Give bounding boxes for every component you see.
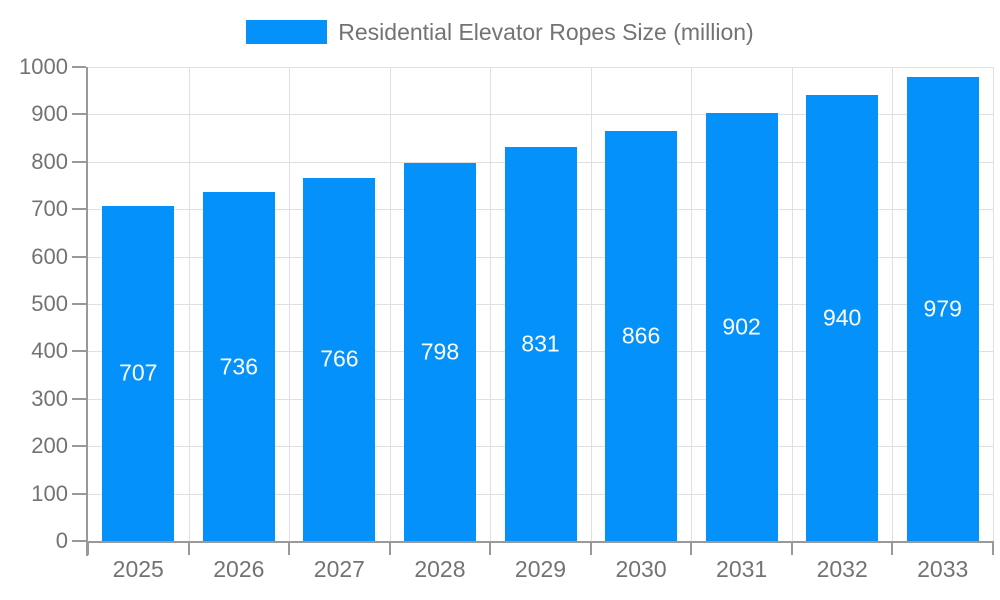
x-tick-8 [891,541,894,555]
x-tick-7 [790,541,793,555]
legend-color-swatch [246,20,328,44]
x-tick-1 [187,541,190,555]
y-axis-label-800: 800 [31,148,68,174]
y-axis-label-200: 200 [31,433,68,459]
v-gridline-6 [691,67,693,541]
x-axis-label-2031: 2031 [716,556,768,582]
x-axis-label-2032: 2032 [816,556,868,582]
y-tick-0 [72,540,86,542]
bar-2025: 707 [102,205,175,541]
y-tick-800 [72,160,86,163]
y-tick-900 [72,113,86,116]
legend-label: Residential Elevator Ropes Size (million… [338,19,754,45]
y-tick-700 [72,208,86,211]
bar-value-label-2026: 736 [219,353,259,380]
v-gridline-3 [389,67,391,541]
x-tick-4 [489,541,492,555]
bar-2032: 940 [806,95,879,541]
v-gridline-8 [892,67,894,541]
bar-2030: 866 [605,130,678,541]
x-axis-label-2029: 2029 [514,556,567,582]
v-gridline-4 [490,67,492,541]
x-tick-6 [690,541,693,555]
legend-item[interactable]: Residential Elevator Ropes Size (million… [0,18,1000,46]
y-axis-label-700: 700 [31,196,68,222]
v-gridline-7 [791,67,793,541]
v-gridline-2 [289,67,291,541]
x-axis-label-2033: 2033 [917,556,969,582]
bar-value-label-2033: 979 [923,295,962,322]
x-axis-label-2028: 2028 [414,556,466,582]
x-axis-label-2025: 2025 [112,556,164,582]
bar-2031: 902 [705,113,778,541]
bar-value-label-2032: 940 [822,304,862,331]
y-tick-500 [72,303,86,305]
x-tick-5 [589,541,592,555]
v-gridline-5 [590,67,592,541]
bar-2028: 798 [403,162,476,541]
v-gridline-9 [993,67,994,541]
x-tick-0 [87,541,89,555]
y-tick-300 [72,397,86,400]
y-tick-400 [72,350,86,353]
y-tick-1000 [72,66,86,68]
y-axis-line [86,67,88,556]
h-gridline-1000 [88,67,993,68]
bar-value-label-2031: 902 [722,313,761,340]
h-gridline-900 [88,114,993,116]
bar-2029: 831 [504,147,577,541]
bar-2027: 766 [303,177,376,541]
y-axis-label-900: 900 [31,101,68,127]
bar-value-label-2027: 766 [320,345,359,372]
y-axis-label-500: 500 [31,291,68,316]
bar-2033: 979 [906,76,979,541]
y-axis-label-300: 300 [31,385,68,411]
bar-value-label-2029: 831 [521,330,560,357]
bar-value-label-2025: 707 [119,359,158,386]
x-axis-label-2027: 2027 [313,556,365,582]
x-axis-label-2026: 2026 [213,556,265,582]
v-gridline-1 [188,67,190,541]
plot-area: 707 736 766 798 831 866 902 940 979 [86,67,994,556]
y-axis-label-100: 100 [31,480,68,506]
bar-value-label-2028: 798 [420,338,460,365]
x-tick-3 [388,541,391,555]
y-tick-600 [72,255,86,258]
x-axis-label-2030: 2030 [615,556,667,582]
y-axis-label-1000: 1000 [19,54,68,79]
y-tick-200 [72,445,86,448]
y-axis-label-400: 400 [31,338,68,364]
y-tick-100 [72,492,86,495]
x-tick-9 [992,541,994,555]
bar-2026: 736 [202,192,275,541]
y-axis-label-600: 600 [31,243,68,269]
bar-value-label-2030: 866 [621,322,661,349]
x-axis-line [86,541,993,543]
x-tick-2 [288,541,291,555]
y-axis-label-0: 0 [55,528,68,553]
